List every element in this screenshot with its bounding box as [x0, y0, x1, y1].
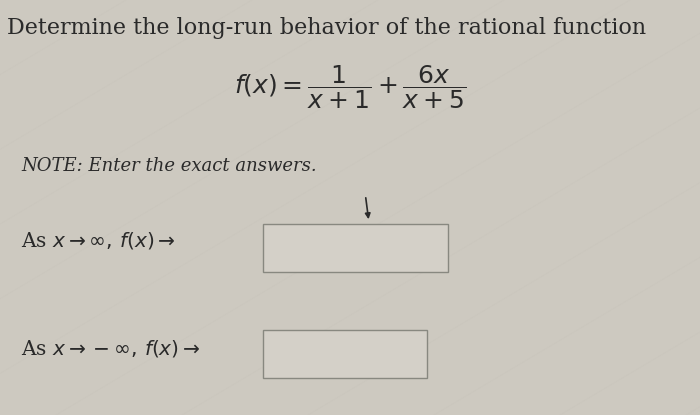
- Text: $f(x) = \dfrac{1}{x+1} + \dfrac{6x}{x+5}$: $f(x) = \dfrac{1}{x+1} + \dfrac{6x}{x+5}…: [234, 63, 466, 111]
- Bar: [262, 330, 427, 378]
- Text: As $x \to -\infty,\, f(x) \to$: As $x \to -\infty,\, f(x) \to$: [21, 338, 200, 359]
- Text: NOTE: Enter the exact answers.: NOTE: Enter the exact answers.: [21, 157, 316, 175]
- Text: As $x \to \infty,\, f(x) \to$: As $x \to \infty,\, f(x) \to$: [21, 230, 176, 251]
- Text: Determine the long-run behavior of the rational function: Determine the long-run behavior of the r…: [7, 17, 646, 39]
- Bar: [262, 224, 448, 272]
